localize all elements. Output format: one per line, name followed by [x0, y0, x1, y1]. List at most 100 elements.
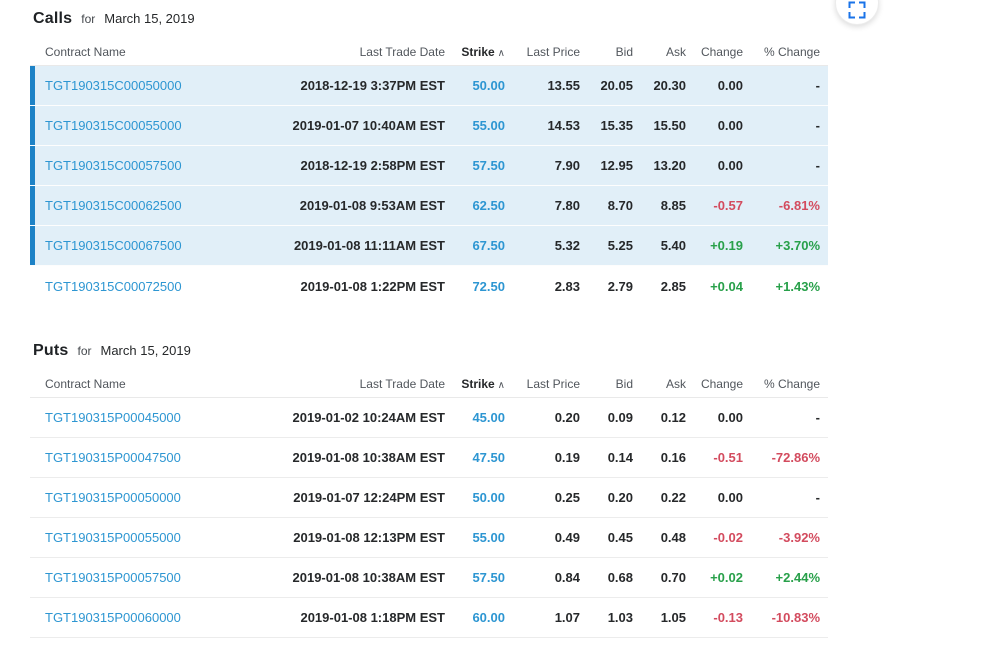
last-price-value: 7.90	[554, 158, 580, 173]
pct-change-value: -72.86%	[771, 450, 820, 465]
col-header-strike[interactable]: Strike ∧	[461, 376, 505, 391]
in-the-money-bar	[30, 226, 35, 265]
last-trade-value: 2019-01-07 10:40AM EST	[292, 118, 445, 133]
contract-link[interactable]: TGT190315P00055000	[45, 530, 181, 545]
strike-link[interactable]: 47.50	[472, 450, 505, 465]
last-trade-value: 2019-01-08 10:38AM EST	[292, 450, 445, 465]
contract-link[interactable]: TGT190315P00060000	[45, 610, 181, 625]
strike-link[interactable]: 72.50	[472, 278, 505, 294]
puts-for-label: for	[77, 344, 92, 358]
bid-value: 0.14	[607, 450, 633, 465]
table-row: TGT190315C00062500 2019-01-08 9:53AM EST 6…	[30, 186, 828, 226]
strike-link[interactable]: 55.00	[472, 530, 505, 545]
pct-change-value: -3.92%	[778, 530, 820, 545]
bid-value: 20.05	[600, 78, 633, 93]
contract-link[interactable]: TGT190315P00050000	[45, 490, 181, 505]
pct-change-value: -	[815, 490, 820, 505]
pct-change-value: -	[815, 158, 820, 173]
in-the-money-bar	[30, 186, 35, 225]
change-value: +0.02	[710, 570, 743, 585]
pct-change-value: -	[815, 78, 820, 93]
last-trade-value: 2018-12-19 2:58PM EST	[300, 158, 445, 173]
ask-value: 8.85	[660, 198, 686, 213]
col-header-last-price[interactable]: Last Price	[526, 44, 580, 59]
col-header-pct-change[interactable]: % Change	[763, 376, 820, 391]
ask-value: 0.12	[660, 410, 686, 425]
ask-value: 0.48	[660, 530, 686, 545]
table-row: TGT190315P00047500 2019-01-08 10:38AM EST…	[30, 438, 828, 478]
pct-change-value: +1.43%	[775, 278, 820, 294]
calls-expiration-date: March 15, 2019	[104, 11, 195, 26]
pct-change-value: -	[815, 118, 820, 133]
contract-link[interactable]: TGT190315P00047500	[45, 450, 181, 465]
ask-value: 0.22	[660, 490, 686, 505]
in-the-money-bar	[30, 106, 35, 145]
strike-link[interactable]: 50.00	[472, 490, 505, 505]
col-header-pct-change[interactable]: % Change	[763, 44, 820, 59]
last-trade-value: 2019-01-08 1:18PM EST	[300, 610, 445, 625]
strike-link[interactable]: 50.00	[472, 78, 505, 93]
last-price-value: 14.53	[547, 118, 580, 133]
last-price-value: 0.49	[554, 530, 580, 545]
last-trade-value: 2019-01-08 12:13PM EST	[293, 530, 445, 545]
strike-link[interactable]: 67.50	[472, 238, 505, 253]
col-header-last-trade[interactable]: Last Trade Date	[359, 376, 445, 391]
contract-link[interactable]: TGT190315C00062500	[45, 198, 182, 213]
last-trade-value: 2019-01-02 10:24AM EST	[292, 410, 445, 425]
col-header-bid[interactable]: Bid	[615, 44, 633, 59]
col-header-strike[interactable]: Strike ∧	[461, 44, 505, 59]
table-header-row: Contract Name Last Trade Date Strike ∧ Last …	[30, 370, 828, 398]
col-header-bid[interactable]: Bid	[615, 376, 633, 391]
change-value: -0.02	[713, 530, 743, 545]
table-header-row: Contract Name Last Trade Date Strike ∧ Last …	[30, 38, 828, 66]
change-value: 0.00	[717, 78, 743, 93]
last-price-value: 0.20	[554, 410, 580, 425]
col-header-change[interactable]: Change	[700, 376, 743, 391]
last-trade-value: 2018-12-19 3:37PM EST	[300, 78, 445, 93]
table-row: TGT190315C00057500 2018-12-19 2:58PM EST 5…	[30, 146, 828, 186]
puts-section: Puts for March 15, 2019 Contract Name Las…	[30, 342, 830, 638]
table-row: TGT190315C00055000 2019-01-07 10:40AM EST…	[30, 106, 828, 146]
pct-change-value: +3.70%	[775, 238, 820, 253]
last-price-value: 0.25	[554, 490, 580, 505]
bid-value: 0.09	[607, 410, 633, 425]
strike-link[interactable]: 57.50	[472, 158, 505, 173]
contract-link[interactable]: TGT190315C00055000	[45, 118, 182, 133]
col-header-change[interactable]: Change	[700, 44, 743, 59]
col-header-last-trade[interactable]: Last Trade Date	[359, 44, 445, 59]
contract-link[interactable]: TGT190315P00057500	[45, 570, 181, 585]
contract-link[interactable]: TGT190315C00072500	[45, 278, 182, 294]
table-row: TGT190315P00045000 2019-01-02 10:24AM EST…	[30, 398, 828, 438]
strike-link[interactable]: 45.00	[472, 410, 505, 425]
strike-link[interactable]: 60.00	[472, 610, 505, 625]
col-header-ask[interactable]: Ask	[665, 376, 686, 391]
last-price-value: 5.32	[554, 238, 580, 253]
contract-link[interactable]: TGT190315C00057500	[45, 158, 182, 173]
last-trade-value: 2019-01-08 11:11AM EST	[293, 238, 445, 253]
contract-link[interactable]: TGT190315C00067500	[45, 238, 182, 253]
col-header-contract[interactable]: Contract Name	[45, 376, 126, 391]
col-header-ask[interactable]: Ask	[665, 44, 686, 59]
table-row: TGT190315C00072500 2019-01-08 1:22PM EST 7…	[30, 266, 828, 306]
ask-value: 2.85	[660, 278, 686, 294]
change-value: 0.00	[717, 410, 743, 425]
last-price-value: 0.19	[554, 450, 580, 465]
ask-value: 15.50	[653, 118, 686, 133]
strike-link[interactable]: 55.00	[472, 118, 505, 133]
calls-section-title: Calls for March 15, 2019	[33, 10, 830, 28]
last-price-value: 2.83	[554, 278, 580, 294]
change-value: +0.04	[710, 278, 743, 294]
bid-value: 0.68	[607, 570, 633, 585]
contract-link[interactable]: TGT190315C00050000	[45, 78, 182, 93]
col-header-last-price[interactable]: Last Price	[526, 376, 580, 391]
contract-link[interactable]: TGT190315P00045000	[45, 410, 181, 425]
expand-button[interactable]	[835, 0, 879, 25]
table-row: TGT190315C00067500 2019-01-08 11:11AM EST…	[30, 226, 828, 266]
ask-value: 5.40	[660, 238, 686, 253]
col-header-contract[interactable]: Contract Name	[45, 44, 126, 59]
in-the-money-bar	[30, 66, 35, 105]
strike-link[interactable]: 57.50	[472, 570, 505, 585]
bid-value: 2.79	[607, 278, 633, 294]
in-the-money-bar	[30, 146, 35, 185]
strike-link[interactable]: 62.50	[472, 198, 505, 213]
